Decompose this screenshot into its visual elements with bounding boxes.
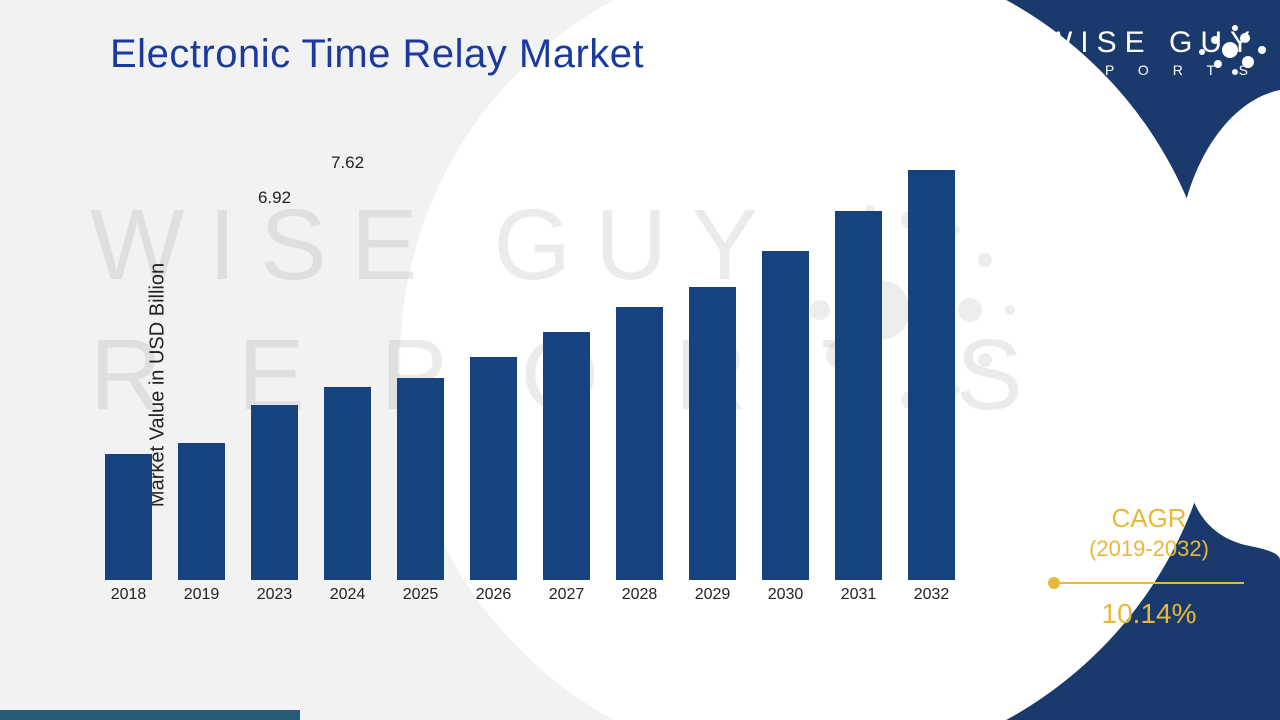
x-tick-2031: 2031 — [822, 586, 895, 604]
bar — [105, 454, 152, 580]
bar-2029 — [676, 150, 749, 580]
bar — [470, 357, 517, 580]
page: WISE GUY R E P O R T S Electronic Time R… — [0, 0, 1280, 720]
bar-2024: 7.62 — [311, 150, 384, 580]
x-tick-2028: 2028 — [603, 586, 676, 604]
x-tick-2030: 2030 — [749, 586, 822, 604]
bar-label-2023: 6.92 — [258, 188, 291, 208]
x-tick-2032: 2032 — [895, 586, 968, 604]
bar-2018 — [92, 150, 165, 580]
footer-accent-bar — [0, 710, 300, 720]
logo-line1: WISE GUY — [1038, 26, 1258, 60]
x-tick-2027: 2027 — [530, 586, 603, 604]
bar-2019 — [165, 150, 238, 580]
bar — [178, 443, 225, 580]
bar-2028 — [603, 150, 676, 580]
bar-2026 — [457, 150, 530, 580]
bar-2031 — [822, 150, 895, 580]
cagr-value: 10.14% — [1054, 598, 1244, 630]
x-tick-2024: 2024 — [311, 586, 384, 604]
x-tick-2029: 2029 — [676, 586, 749, 604]
bar — [397, 378, 444, 580]
x-tick-2018: 2018 — [92, 586, 165, 604]
x-tick-2023: 2023 — [238, 586, 311, 604]
bar-2027 — [530, 150, 603, 580]
bar — [616, 307, 663, 580]
bar-2025 — [384, 150, 457, 580]
bar-chart: Market Value in USD Billion 6.927.6216.5… — [68, 150, 968, 620]
bar-label-2024: 7.62 — [331, 153, 364, 173]
bar — [689, 287, 736, 580]
bar — [762, 251, 809, 580]
cagr-block: CAGR (2019-2032) 10.14% — [1054, 503, 1244, 630]
chart-title: Electronic Time Relay Market — [110, 32, 644, 77]
x-axis: 2018201920232024202520262027202820292030… — [92, 586, 968, 604]
brand-logo: WISE GUY R E P O R T S — [1038, 26, 1258, 78]
bar-2032: 16.5 — [895, 150, 968, 580]
bar-2023: 6.92 — [238, 150, 311, 580]
bar — [324, 387, 371, 580]
bar — [251, 405, 298, 580]
x-tick-2025: 2025 — [384, 586, 457, 604]
logo-line2: R E P O R T S — [1038, 62, 1258, 78]
plot-area: 6.92 7.62 16.5 — [92, 150, 968, 580]
cagr-title: CAGR — [1054, 503, 1244, 534]
bar — [908, 170, 955, 580]
x-tick-2026: 2026 — [457, 586, 530, 604]
bar-2030 — [749, 150, 822, 580]
bar — [543, 332, 590, 580]
cagr-range: (2019-2032) — [1054, 536, 1244, 562]
x-tick-2019: 2019 — [165, 586, 238, 604]
bar — [835, 211, 882, 580]
cagr-divider — [1054, 582, 1244, 584]
